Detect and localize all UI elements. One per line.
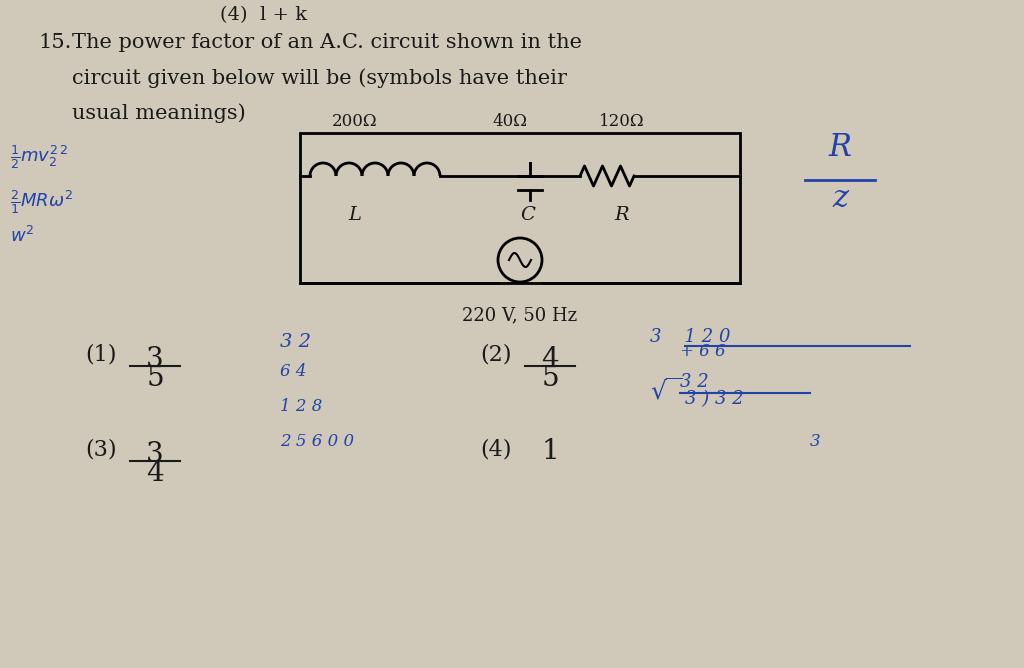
Text: 3 ) 3 2: 3 ) 3 2 (685, 390, 743, 408)
Text: 220 V, 50 Hz: 220 V, 50 Hz (463, 306, 578, 324)
Bar (300, 133, 740, 283)
Text: 6 4: 6 4 (280, 363, 306, 380)
Text: 3: 3 (810, 433, 820, 450)
Text: $\sqrt{\ }$: $\sqrt{\ }$ (650, 378, 682, 405)
Text: The power factor of an A.C. circuit shown in the: The power factor of an A.C. circuit show… (72, 33, 582, 52)
Text: R: R (614, 206, 630, 224)
Text: 3: 3 (146, 441, 164, 468)
Text: circuit given below will be (symbols have their: circuit given below will be (symbols hav… (72, 68, 567, 88)
Text: C: C (520, 206, 536, 224)
Text: 3 2: 3 2 (680, 373, 709, 391)
Text: (1): (1) (85, 343, 117, 365)
Text: (3): (3) (85, 438, 117, 460)
Text: 5: 5 (542, 365, 559, 392)
Text: 200Ω: 200Ω (332, 113, 378, 130)
Text: 3: 3 (146, 346, 164, 373)
Text: R: R (828, 132, 852, 163)
Text: $w^{2}$: $w^{2}$ (10, 226, 34, 246)
Text: usual meanings): usual meanings) (72, 103, 246, 123)
Text: z: z (831, 183, 848, 214)
Text: 4: 4 (542, 346, 559, 373)
Text: 4: 4 (146, 460, 164, 487)
Text: 120Ω: 120Ω (599, 113, 645, 130)
Text: 5: 5 (146, 365, 164, 392)
Text: 2 5 6 0 0: 2 5 6 0 0 (280, 433, 354, 450)
Text: + 6 6: + 6 6 (680, 343, 726, 360)
Text: (4): (4) (480, 438, 512, 460)
Text: $\frac{2}{1}MR\omega^{2}$: $\frac{2}{1}MR\omega^{2}$ (10, 188, 73, 216)
Text: (4)  l + k: (4) l + k (220, 6, 307, 24)
Text: 1 2 8: 1 2 8 (280, 398, 323, 415)
Text: 15.: 15. (38, 33, 72, 52)
Text: L: L (348, 206, 361, 224)
Text: $\frac{1}{2}mv_{2}^{2\,2}$: $\frac{1}{2}mv_{2}^{2\,2}$ (10, 143, 68, 171)
Text: 40Ω: 40Ω (493, 113, 527, 130)
Text: (2): (2) (480, 343, 512, 365)
Text: 1: 1 (541, 438, 559, 465)
Text: 3 2: 3 2 (280, 333, 311, 351)
Text: 3    1 2 0: 3 1 2 0 (650, 328, 730, 346)
